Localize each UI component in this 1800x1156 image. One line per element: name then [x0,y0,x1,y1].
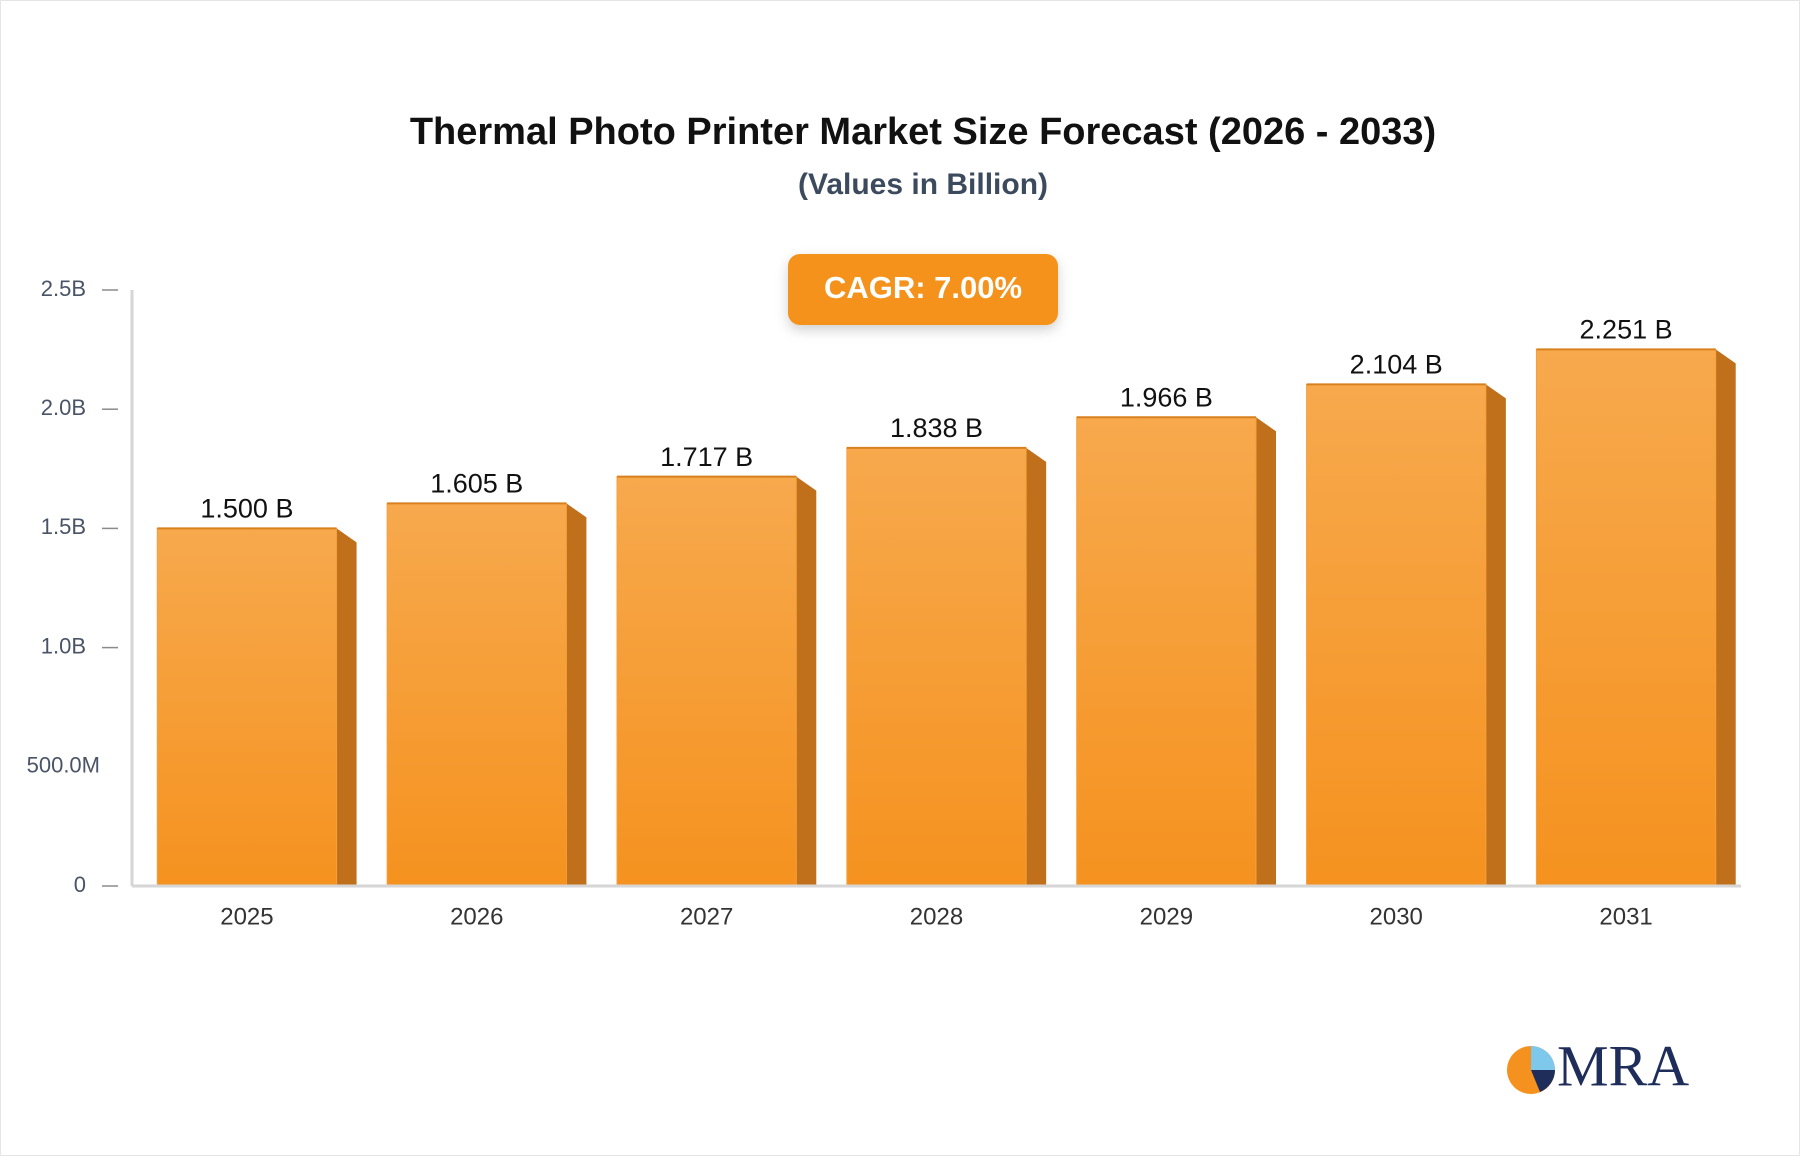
bar-side [1026,447,1047,886]
value-label: 1.966 B [1120,382,1213,412]
value-label: 1.717 B [660,442,753,472]
value-label: 2.251 B [1580,314,1673,344]
cagr-badge [788,254,1058,325]
y-tick-label: 2.5B [41,276,86,301]
bar-side [796,476,817,886]
bar [1076,416,1257,887]
x-tick-label: 2031 [1599,903,1652,930]
value-label: 1.605 B [430,468,523,498]
logo-icon-slice [1531,1046,1555,1070]
chart-title: Thermal Photo Printer Market Size Foreca… [410,111,1436,153]
bar [616,476,797,887]
bar [386,502,567,887]
value-label: 1.500 B [200,494,293,524]
bar-side [566,503,587,886]
bar-side [336,528,357,886]
y-tick-label: 1.5B [41,514,86,539]
bar-side [1256,417,1277,886]
bar-side [1715,349,1736,887]
logo: MRA [1507,1033,1689,1098]
bar [1535,348,1717,887]
x-tick-label: 2025 [220,903,273,930]
x-tick-label: 2028 [910,903,963,930]
x-tick-label: 2030 [1370,903,1423,930]
value-label: 1.838 B [890,413,983,443]
bar [1306,383,1487,887]
logo-text: MRA [1557,1033,1689,1098]
x-tick-label: 2029 [1140,903,1193,930]
y-tick-label: 1.0B [41,633,86,658]
chart-subtitle: (Values in Billion) [798,168,1048,201]
y-tick-label: 0 [74,872,86,897]
bar [156,527,338,887]
bar [846,447,1027,887]
logo-icon-slice [1531,1070,1555,1092]
y-tick-label: 500.0M [27,753,100,778]
x-tick-label: 2027 [680,903,733,930]
y-tick-label: 2.0B [41,395,86,420]
bar-side [1485,384,1506,886]
value-label: 2.104 B [1350,350,1443,380]
cagr-label: CAGR: 7.00% [824,270,1022,305]
x-tick-label: 2026 [450,903,503,930]
